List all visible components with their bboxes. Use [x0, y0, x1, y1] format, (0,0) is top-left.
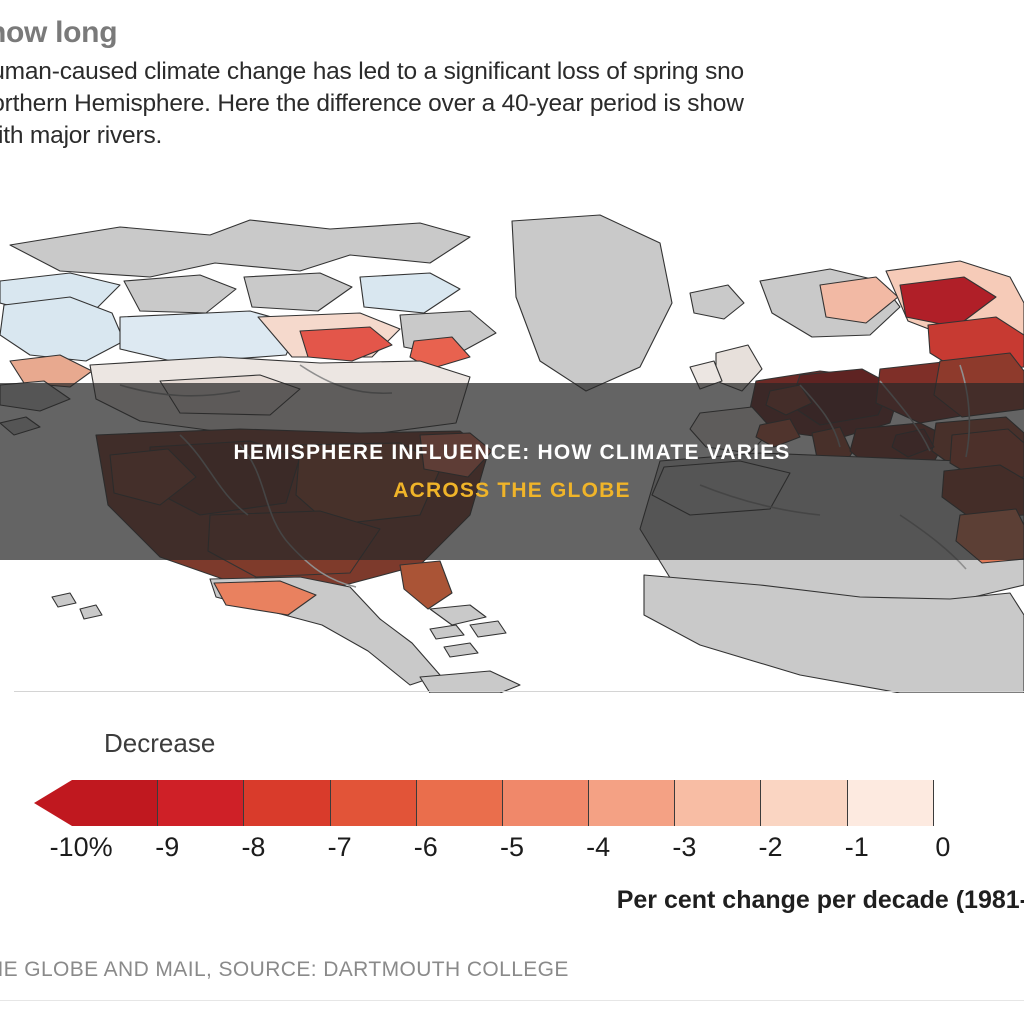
- ramp-tick-label: -10%: [49, 832, 113, 862]
- ramp-bin: [72, 780, 159, 826]
- footer-rule: [0, 1000, 1024, 1001]
- deck-line-3: vith major rivers.: [0, 122, 163, 149]
- overlay-title-line-1: HEMISPHERE INFLUENCE: HOW CLIMATE VARIES: [233, 440, 791, 464]
- ramp-tick-label: -5: [499, 832, 525, 862]
- map-bottom-divider: [14, 691, 1024, 692]
- ramp-tick-label: 0: [935, 832, 951, 862]
- chart-legend: Decrease -10% -9 -8 -7 -6 -5 -4 -3 -2 -1 0 Per cen…: [0, 700, 1024, 940]
- overlay-title-line-2: ACROSS THE GLOBE: [393, 478, 631, 502]
- ramp-bin: [158, 780, 245, 826]
- title-overlay: HEMISPHERE INFLUENCE: HOW CLIMATE VARIES…: [0, 383, 1024, 560]
- legend-title: Decrease: [104, 728, 216, 758]
- article-deck: luman-caused climate change has led to a…: [0, 56, 1024, 152]
- ramp-cells: [72, 780, 1020, 826]
- ramp-bin: [502, 780, 590, 826]
- deck-line-1: luman-caused climate change has led to a…: [0, 58, 744, 85]
- ramp-tick-label: -2: [758, 832, 783, 862]
- article-header: now long luman-caused climate change has…: [0, 0, 1024, 185]
- ramp-bin: [589, 780, 676, 826]
- ramp-tick-label: -4: [586, 832, 611, 862]
- ramp-arrow-left: [34, 780, 72, 826]
- ramp-bin: [244, 780, 331, 826]
- ramp-bin: [847, 780, 934, 826]
- ramp-tick-label: -1: [844, 832, 869, 862]
- source-credit: HE GLOBE AND MAIL, SOURCE: DARTMOUTH COL…: [0, 958, 569, 981]
- ramp-bin: [416, 780, 503, 826]
- ramp-tick-label: -7: [327, 832, 352, 862]
- ramp-bin: [933, 780, 1020, 826]
- ramp-tick-label: -9: [155, 832, 180, 862]
- ramp-tick-label: -6: [413, 832, 438, 862]
- page-title: now long: [0, 16, 118, 49]
- legend-axis-label: Per cent change per decade (1981-: [616, 886, 1024, 914]
- ramp-bin: [330, 780, 417, 826]
- ramp-bin: [675, 780, 762, 826]
- ramp-tick-label: -8: [241, 832, 266, 862]
- ramp-bin: [761, 780, 848, 826]
- ramp-tick-label: -3: [672, 832, 697, 862]
- deck-line-2: lorthern Hemisphere. Here the difference…: [0, 90, 744, 117]
- color-ramp: [34, 780, 1024, 826]
